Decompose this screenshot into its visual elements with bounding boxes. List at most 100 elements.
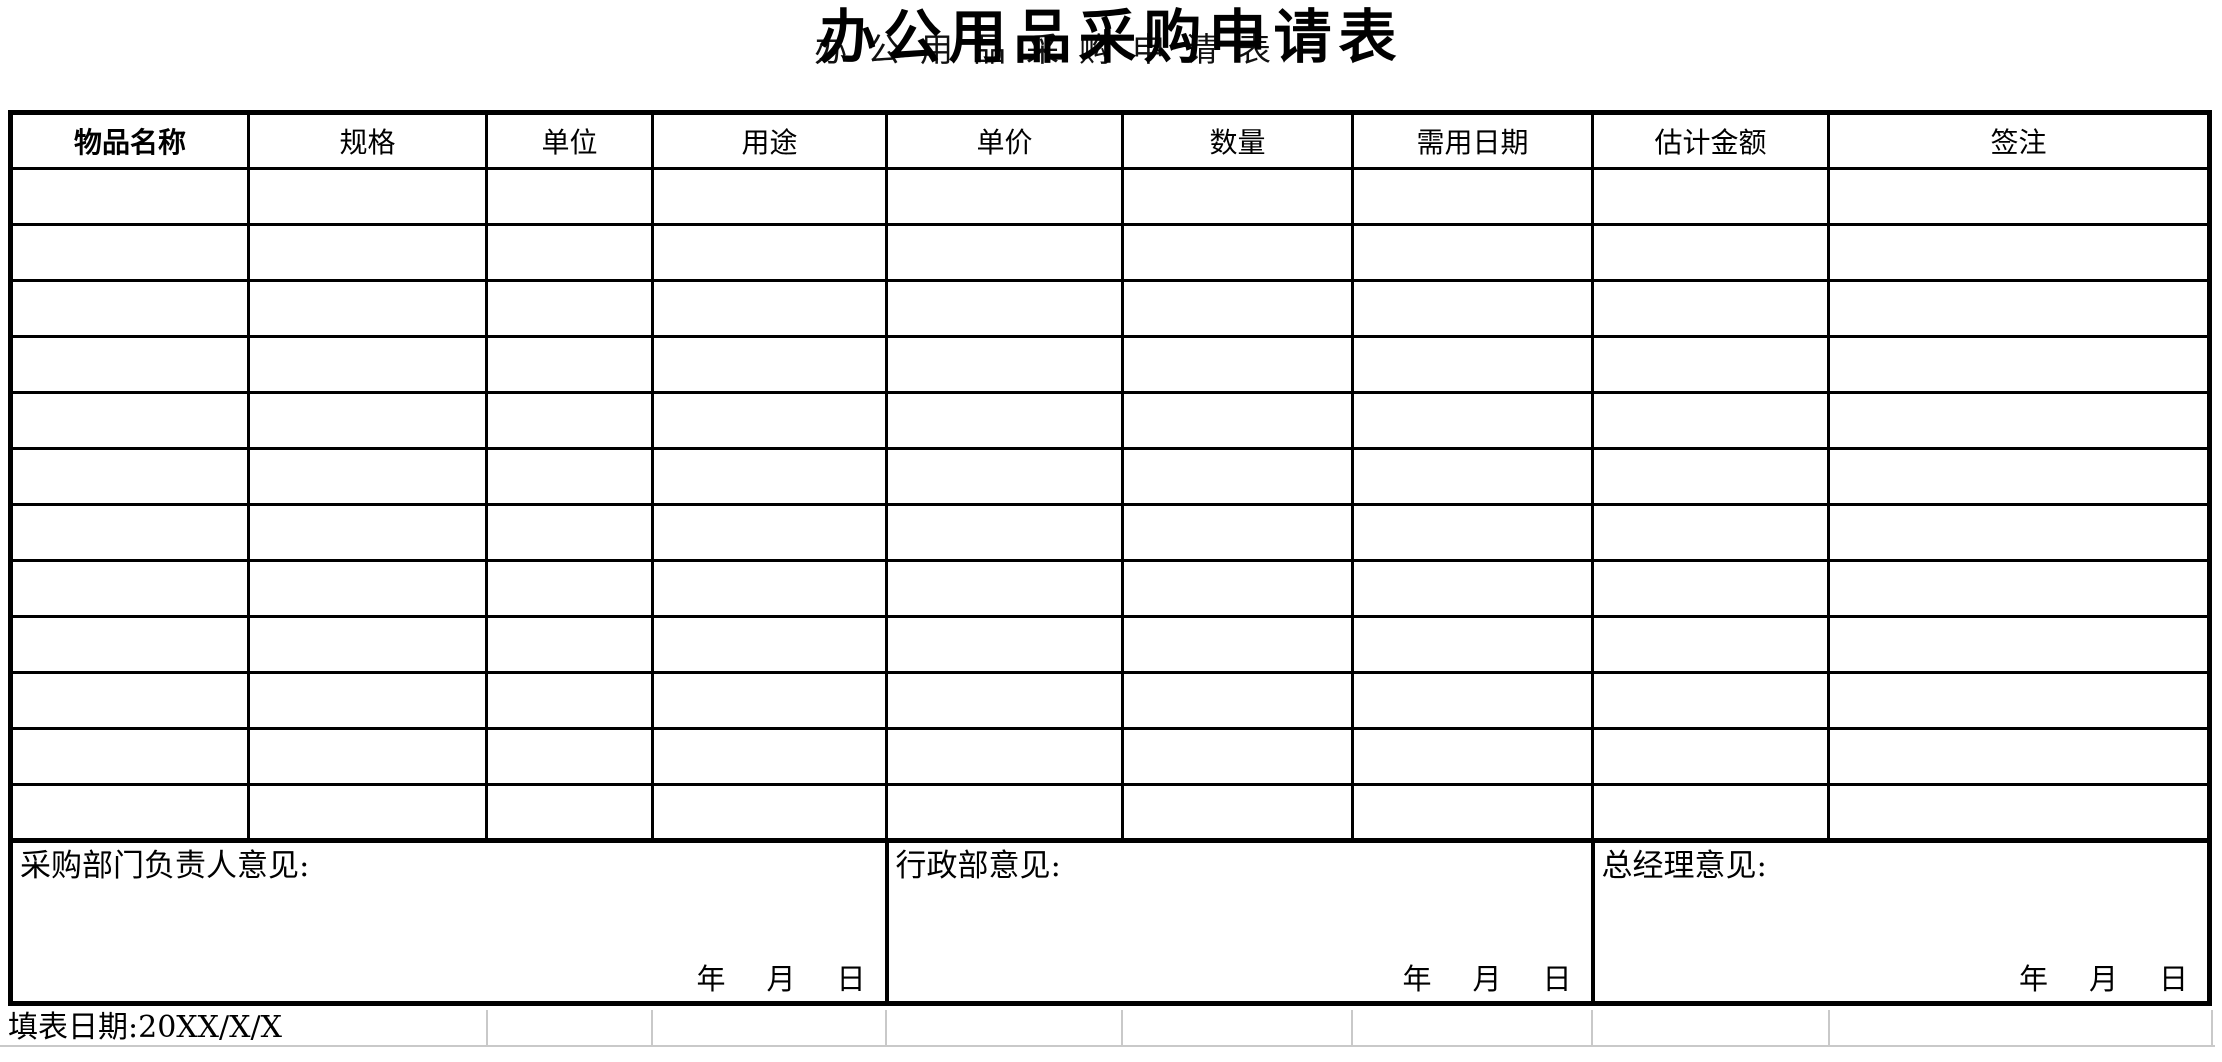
table-cell[interactable] — [885, 335, 1124, 394]
table-cell[interactable] — [1121, 559, 1354, 618]
table-cell[interactable] — [1351, 727, 1594, 786]
table-cell[interactable] — [247, 391, 488, 450]
table-cell[interactable] — [885, 503, 1124, 562]
table-cell[interactable] — [485, 727, 654, 786]
table-cell[interactable] — [9, 167, 250, 226]
table-cell[interactable] — [885, 559, 1124, 618]
table-cell[interactable] — [1121, 671, 1354, 730]
table-cell[interactable] — [247, 615, 488, 674]
table-cell[interactable] — [9, 279, 250, 338]
table-cell[interactable] — [485, 447, 654, 506]
table-cell[interactable] — [1827, 503, 2211, 562]
table-cell[interactable] — [1121, 391, 1354, 450]
table-cell[interactable] — [247, 335, 488, 394]
table-cell[interactable] — [1121, 503, 1354, 562]
table-cell[interactable] — [1351, 223, 1594, 282]
table-cell[interactable] — [1827, 727, 2211, 786]
table-cell[interactable] — [247, 503, 488, 562]
table-cell[interactable] — [485, 783, 654, 842]
table-cell[interactable] — [9, 615, 250, 674]
table-cell[interactable] — [885, 223, 1124, 282]
table-cell[interactable] — [1351, 615, 1594, 674]
table-cell[interactable] — [885, 615, 1124, 674]
table-cell[interactable] — [651, 727, 888, 786]
table-cell[interactable] — [247, 671, 488, 730]
table-cell[interactable] — [1351, 671, 1594, 730]
table-cell[interactable] — [9, 447, 250, 506]
table-cell[interactable] — [1351, 167, 1594, 226]
table-cell[interactable] — [1591, 615, 1830, 674]
table-cell[interactable] — [1591, 167, 1830, 226]
table-cell[interactable] — [1591, 783, 1830, 842]
table-cell[interactable] — [1351, 335, 1594, 394]
table-cell[interactable] — [485, 223, 654, 282]
table-cell[interactable] — [1827, 447, 2211, 506]
table-cell[interactable] — [485, 391, 654, 450]
table-cell[interactable] — [1351, 391, 1594, 450]
table-cell[interactable] — [247, 727, 488, 786]
table-cell[interactable] — [9, 335, 250, 394]
table-cell[interactable] — [1591, 279, 1830, 338]
table-cell[interactable] — [1591, 447, 1830, 506]
table-cell[interactable] — [1591, 727, 1830, 786]
table-cell[interactable] — [485, 335, 654, 394]
table-cell[interactable] — [1121, 335, 1354, 394]
table-cell[interactable] — [1827, 559, 2211, 618]
table-cell[interactable] — [1121, 783, 1354, 842]
table-cell[interactable] — [1591, 671, 1830, 730]
table-cell[interactable] — [1351, 279, 1594, 338]
table-cell[interactable] — [885, 727, 1124, 786]
table-cell[interactable] — [1591, 559, 1830, 618]
table-cell[interactable] — [485, 279, 654, 338]
table-cell[interactable] — [1827, 615, 2211, 674]
table-cell[interactable] — [651, 559, 888, 618]
table-cell[interactable] — [651, 167, 888, 226]
table-cell[interactable] — [1827, 391, 2211, 450]
table-cell[interactable] — [651, 391, 888, 450]
table-cell[interactable] — [1591, 391, 1830, 450]
table-cell[interactable] — [1591, 503, 1830, 562]
admin-dept-opinion-cell[interactable]: 行政部意见: 年 月 日 — [884, 838, 1595, 1006]
table-cell[interactable] — [1121, 727, 1354, 786]
table-cell[interactable] — [651, 447, 888, 506]
table-cell[interactable] — [651, 223, 888, 282]
table-cell[interactable] — [1827, 223, 2211, 282]
table-cell[interactable] — [247, 223, 488, 282]
table-cell[interactable] — [1121, 615, 1354, 674]
table-cell[interactable] — [651, 279, 888, 338]
table-cell[interactable] — [1351, 447, 1594, 506]
table-cell[interactable] — [651, 503, 888, 562]
table-cell[interactable] — [247, 447, 488, 506]
purchase-dept-opinion-cell[interactable]: 采购部门负责人意见: 年 月 日 — [8, 838, 889, 1006]
table-cell[interactable] — [651, 783, 888, 842]
table-cell[interactable] — [1591, 335, 1830, 394]
table-cell[interactable] — [9, 391, 250, 450]
table-cell[interactable] — [1827, 167, 2211, 226]
table-cell[interactable] — [1121, 447, 1354, 506]
table-cell[interactable] — [9, 783, 250, 842]
table-cell[interactable] — [1351, 503, 1594, 562]
table-cell[interactable] — [1827, 279, 2211, 338]
table-cell[interactable] — [247, 559, 488, 618]
table-cell[interactable] — [1591, 223, 1830, 282]
table-cell[interactable] — [651, 335, 888, 394]
table-cell[interactable] — [485, 559, 654, 618]
general-manager-opinion-cell[interactable]: 总经理意见: 年 月 日 — [1590, 838, 2212, 1006]
table-cell[interactable] — [1121, 223, 1354, 282]
table-cell[interactable] — [885, 783, 1124, 842]
table-cell[interactable] — [1121, 279, 1354, 338]
table-cell[interactable] — [885, 167, 1124, 226]
table-cell[interactable] — [485, 167, 654, 226]
table-cell[interactable] — [1827, 671, 2211, 730]
table-cell[interactable] — [651, 615, 888, 674]
table-cell[interactable] — [885, 671, 1124, 730]
table-cell[interactable] — [651, 671, 888, 730]
table-cell[interactable] — [1351, 783, 1594, 842]
table-cell[interactable] — [1121, 167, 1354, 226]
table-cell[interactable] — [9, 559, 250, 618]
table-cell[interactable] — [485, 671, 654, 730]
table-cell[interactable] — [9, 223, 250, 282]
table-cell[interactable] — [247, 279, 488, 338]
table-cell[interactable] — [9, 727, 250, 786]
table-cell[interactable] — [1827, 783, 2211, 842]
